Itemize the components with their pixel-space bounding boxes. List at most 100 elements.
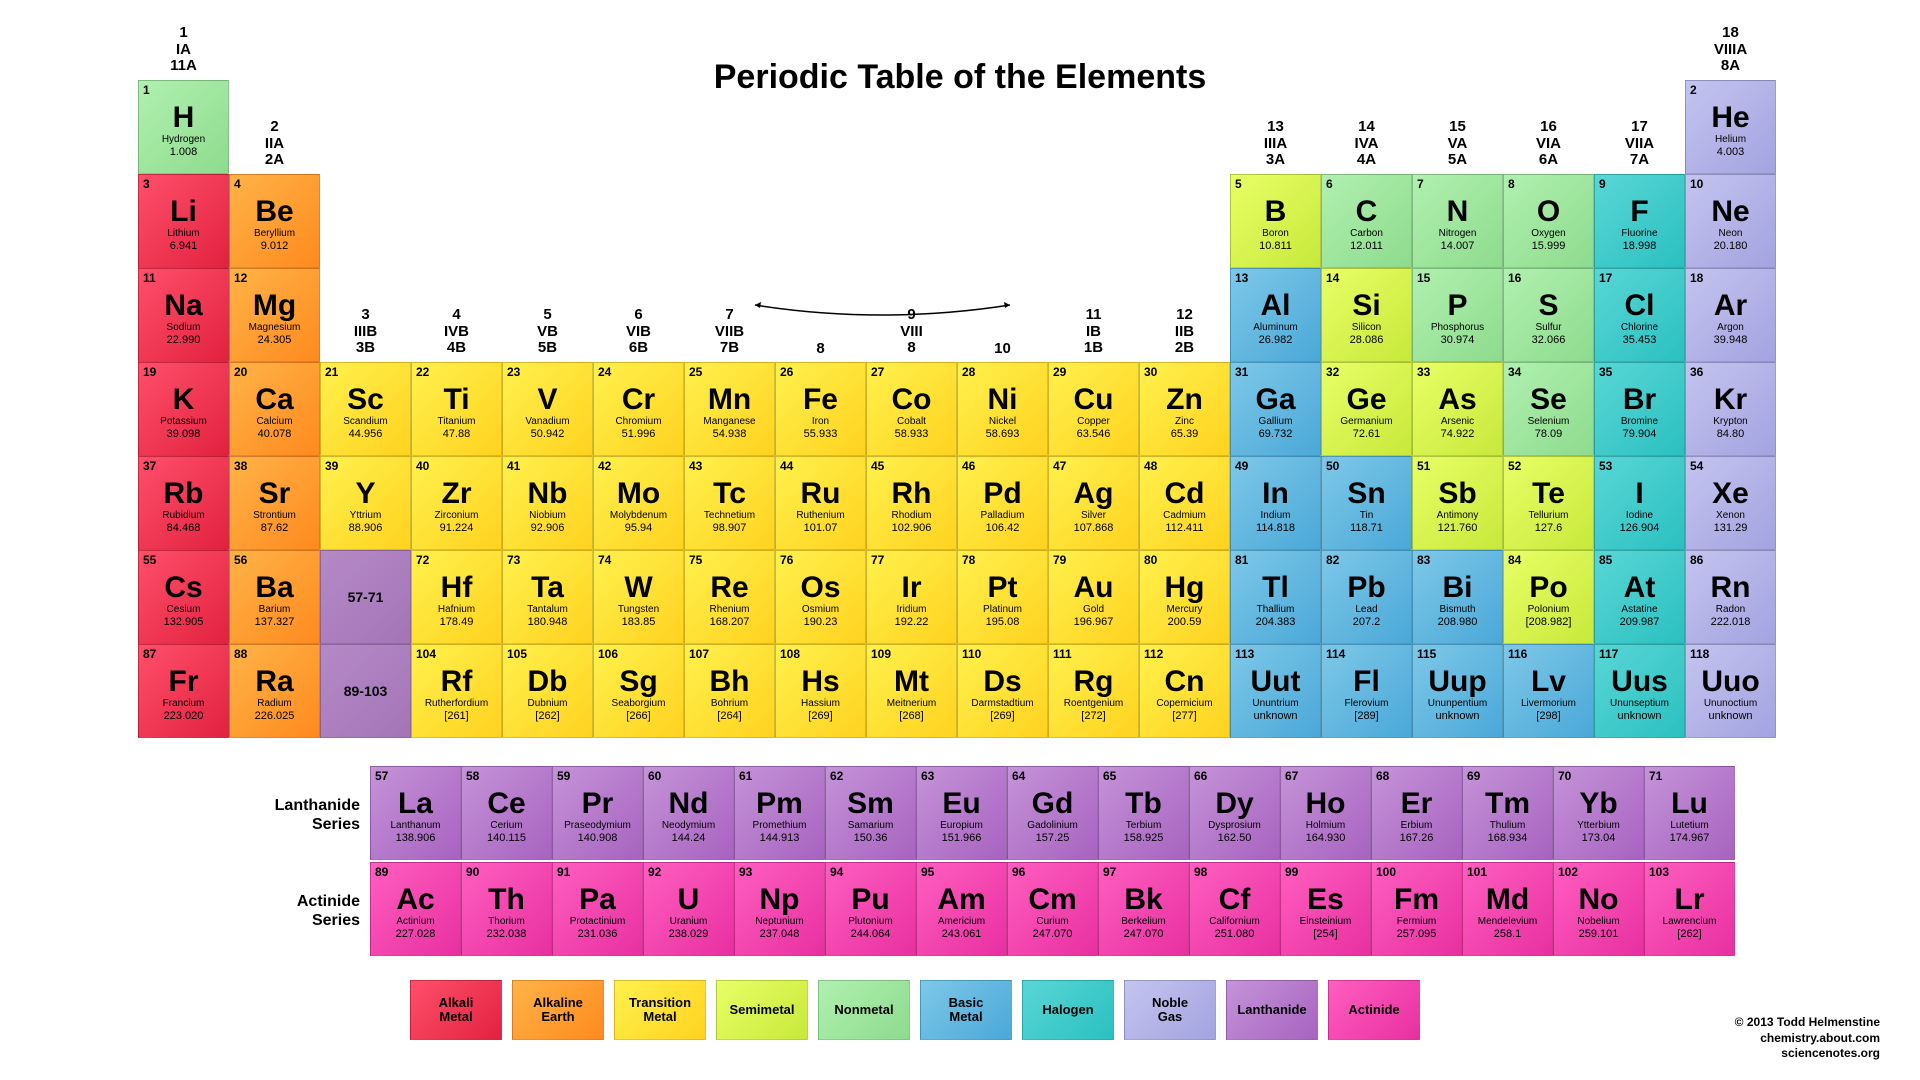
element-name: Tin bbox=[1360, 511, 1374, 521]
atomic-number: 50 bbox=[1326, 459, 1339, 473]
atomic-number: 110 bbox=[962, 647, 981, 661]
element-symbol: Te bbox=[1532, 479, 1565, 509]
atomic-number: 12 bbox=[234, 271, 247, 285]
atomic-mass: 32.066 bbox=[1532, 335, 1566, 346]
atomic-number: 7 bbox=[1417, 177, 1424, 191]
atomic-mass: 22.990 bbox=[167, 335, 201, 346]
element-name: Boron bbox=[1262, 229, 1289, 239]
atomic-number: 75 bbox=[689, 553, 702, 567]
atomic-number: 22 bbox=[416, 365, 429, 379]
atomic-mass: 28.086 bbox=[1350, 335, 1384, 346]
atomic-number: 54 bbox=[1690, 459, 1703, 473]
atomic-mass: 54.938 bbox=[713, 429, 747, 440]
element-cell-Uus: 117UusUnunseptiumunknown bbox=[1594, 644, 1685, 738]
element-symbol: Sc bbox=[347, 385, 384, 415]
element-symbol: Al bbox=[1261, 291, 1291, 321]
atomic-number: 53 bbox=[1599, 459, 1612, 473]
element-name: Promethium bbox=[753, 821, 807, 831]
element-symbol: Cf bbox=[1219, 885, 1251, 915]
element-cell-Bi: 83BiBismuth208.980 bbox=[1412, 550, 1503, 644]
element-symbol: Rh bbox=[892, 479, 932, 509]
element-cell-Db: 105DbDubnium[262] bbox=[502, 644, 593, 738]
element-symbol: Db bbox=[528, 667, 568, 697]
element-cell-B: 5BBoron10.811 bbox=[1230, 174, 1321, 268]
element-name: Rubidium bbox=[162, 511, 204, 521]
atomic-number: 29 bbox=[1053, 365, 1066, 379]
atomic-mass: 151.966 bbox=[942, 833, 982, 844]
atomic-number: 109 bbox=[871, 647, 891, 661]
atomic-number: 4 bbox=[234, 177, 241, 191]
element-cell-Fe: 26FeIron55.933 bbox=[775, 362, 866, 456]
element-symbol: Uut bbox=[1251, 667, 1301, 697]
atomic-number: 117 bbox=[1599, 647, 1618, 661]
atomic-mass: 101.07 bbox=[804, 523, 838, 534]
atomic-number: 88 bbox=[234, 647, 247, 661]
atomic-number: 63 bbox=[921, 769, 934, 783]
atomic-mass: 173.04 bbox=[1582, 833, 1616, 844]
element-cell-Os: 76OsOsmium190.23 bbox=[775, 550, 866, 644]
element-cell-Mn: 25MnManganese54.938 bbox=[684, 362, 775, 456]
element-symbol: Cl bbox=[1625, 291, 1655, 321]
atomic-mass: 114.818 bbox=[1256, 523, 1295, 534]
atomic-number: 80 bbox=[1144, 553, 1157, 567]
element-symbol: In bbox=[1262, 479, 1289, 509]
legend-transition: Transition Metal bbox=[614, 980, 706, 1040]
element-cell-Co: 27CoCobalt58.933 bbox=[866, 362, 957, 456]
atomic-mass: 190.23 bbox=[804, 617, 838, 628]
element-symbol: Au bbox=[1074, 573, 1114, 603]
element-name: Ununseptium bbox=[1610, 699, 1669, 709]
atomic-number: 19 bbox=[143, 365, 156, 379]
atomic-number: 92 bbox=[648, 865, 661, 879]
element-symbol: V bbox=[537, 385, 557, 415]
atomic-number: 108 bbox=[780, 647, 800, 661]
atomic-mass: 226.025 bbox=[255, 711, 295, 722]
element-symbol: Se bbox=[1530, 385, 1567, 415]
element-name: Tantalum bbox=[527, 605, 568, 615]
element-cell-Te: 52TeTellurium127.6 bbox=[1503, 456, 1594, 550]
element-name: Thorium bbox=[488, 917, 525, 927]
atomic-mass: 238.029 bbox=[669, 929, 709, 940]
element-cell-Sc: 21ScScandium44.956 bbox=[320, 362, 411, 456]
element-symbol: K bbox=[173, 385, 195, 415]
atomic-number: 2 bbox=[1690, 83, 1697, 97]
element-name: Roentgenium bbox=[1064, 699, 1123, 709]
element-name: Molybdenum bbox=[610, 511, 667, 521]
element-cell-Fr: 87FrFrancium223.020 bbox=[138, 644, 229, 738]
element-cell-Uup: 115UupUnunpentiumunknown bbox=[1412, 644, 1503, 738]
element-symbol: Rg bbox=[1074, 667, 1114, 697]
atomic-mass: 15.999 bbox=[1532, 241, 1566, 252]
atomic-number: 106 bbox=[598, 647, 618, 661]
credits: © 2013 Todd Helmenstine chemistry.about.… bbox=[1735, 1015, 1880, 1062]
element-name: Americium bbox=[938, 917, 985, 927]
atomic-number: 64 bbox=[1012, 769, 1025, 783]
atomic-mass: 178.49 bbox=[440, 617, 474, 628]
atomic-mass: 168.207 bbox=[710, 617, 750, 628]
atomic-mass: 98.907 bbox=[713, 523, 747, 534]
element-cell-Na: 11NaSodium22.990 bbox=[138, 268, 229, 362]
atomic-mass: 40.078 bbox=[258, 429, 292, 440]
element-symbol: Kr bbox=[1714, 385, 1747, 415]
element-symbol: Cu bbox=[1074, 385, 1114, 415]
element-name: Cobalt bbox=[897, 417, 926, 427]
element-cell-Po: 84PoPolonium[208.982] bbox=[1503, 550, 1594, 644]
element-symbol: Pt bbox=[988, 573, 1018, 603]
element-cell-Sb: 51SbAntimony121.760 bbox=[1412, 456, 1503, 550]
element-cell-Gd: 64GdGadolinium157.25 bbox=[1007, 766, 1098, 860]
element-name: Ytterbium bbox=[1577, 821, 1620, 831]
element-symbol: Hg bbox=[1165, 573, 1205, 603]
atomic-number: 15 bbox=[1417, 271, 1430, 285]
atomic-number: 77 bbox=[871, 553, 884, 567]
element-symbol: Uup bbox=[1428, 667, 1486, 697]
element-cell-Ag: 47AgSilver107.868 bbox=[1048, 456, 1139, 550]
element-symbol: Rn bbox=[1711, 573, 1751, 603]
element-cell-Rb: 37RbRubidium84.468 bbox=[138, 456, 229, 550]
element-name: Cesium bbox=[167, 605, 201, 615]
atomic-number: 3 bbox=[143, 177, 150, 191]
atomic-number: 91 bbox=[557, 865, 570, 879]
element-symbol: Ru bbox=[801, 479, 841, 509]
element-cell-Nd: 60NdNeodymium144.24 bbox=[643, 766, 734, 860]
atomic-mass: 174.967 bbox=[1670, 833, 1710, 844]
atomic-number: 30 bbox=[1144, 365, 1157, 379]
element-name: Iridium bbox=[896, 605, 926, 615]
atomic-mass: 14.007 bbox=[1441, 241, 1475, 252]
